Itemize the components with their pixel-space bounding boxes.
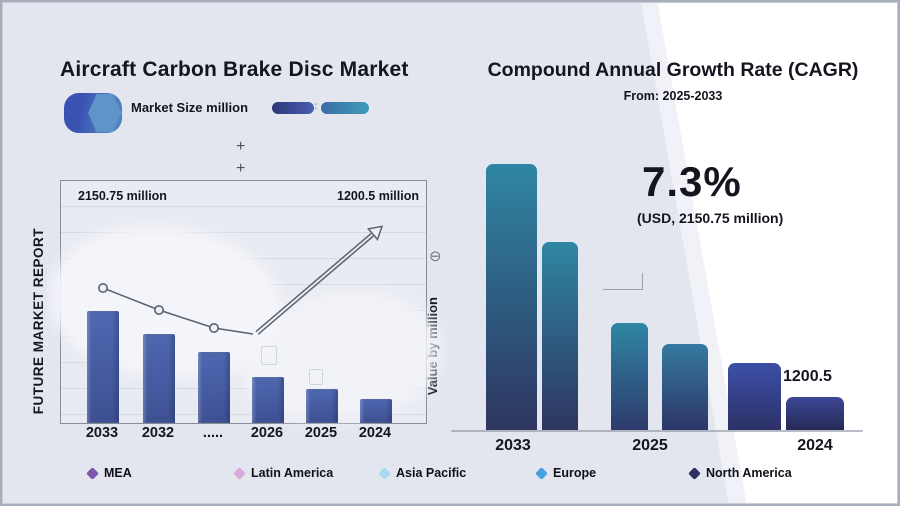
diamond-icon: [535, 466, 548, 480]
legend-item-europe: Europe: [535, 466, 597, 480]
market-bar-2033: [87, 311, 119, 423]
market-bar-2024: [360, 399, 392, 423]
x-label: 2026: [250, 425, 284, 441]
cagr-value: 7.3%: [642, 158, 742, 205]
legend-label: Europe: [553, 466, 597, 480]
market-bar-2026: [252, 377, 284, 423]
faint-document-icon: [309, 369, 323, 385]
legend-label: MEA: [104, 466, 132, 480]
end-value-annotation: 1200.5 million: [337, 189, 419, 203]
legend-item-mea: MEA: [86, 466, 132, 480]
future-market-report-watermark: FUTURE MARKET REPORT: [31, 228, 46, 415]
market-bar-.....: [198, 352, 230, 423]
diamond-icon: [233, 466, 246, 480]
group-label: 2025: [632, 437, 668, 454]
cagr-bar-2024-2: [786, 397, 844, 430]
plus-icon: +: [236, 138, 246, 155]
legend-label: Asia Pacific: [396, 466, 467, 480]
region-legend: MEA Latin America Asia Pacific Europe North …: [0, 466, 900, 486]
start-value-annotation: 2150.75 million: [78, 189, 167, 203]
page-title: Aircraft Carbon Brake Disc Market: [60, 58, 409, 81]
market-bar-2032: [143, 334, 175, 423]
x-label: 2025: [304, 425, 338, 441]
legend-item-north-america: North America: [688, 466, 792, 480]
x-label: 2032: [141, 425, 175, 441]
cagr-bar-2033-1: [486, 164, 537, 430]
legend-item-asia-pacific: Asia Pacific: [378, 466, 467, 480]
cagr-subtitle: From: 2025-2033: [623, 89, 723, 103]
gradient-pill-left: [272, 102, 314, 114]
market-size-chart: 2150.75 million 1200.5 million: [51, 180, 441, 424]
diamond-icon: [378, 466, 391, 480]
trend-line-and-arrow: [97, 225, 384, 335]
market-bar-2025: [306, 389, 338, 423]
cagr-bar-chart: 2033 2025 2024: [451, 131, 863, 454]
pill-separator: :: [314, 101, 318, 112]
x-label: .....: [202, 425, 224, 441]
market-size-icon: [64, 93, 122, 133]
x-axis-labels: 2033 2032..... 2026 2025 2024: [60, 425, 425, 443]
end-value-label: 1200.5: [783, 368, 832, 385]
cagr-bar-2025-1: [611, 323, 648, 430]
market-size-label: Market Size million: [131, 100, 249, 115]
x-axis-line: [451, 430, 863, 432]
callout-bracket: [642, 273, 643, 290]
group-label: 2024: [797, 437, 833, 454]
diamond-icon: [86, 466, 99, 480]
diamond-icon: [688, 466, 701, 480]
faint-document-icon: [261, 346, 277, 365]
legend-label: Latin America: [251, 466, 334, 480]
callout-bracket: [603, 289, 643, 290]
group-label: 2033: [495, 437, 531, 454]
legend-label: North America: [706, 466, 792, 480]
cagr-bar-2033-2: [542, 242, 578, 430]
gradient-pill-right: [321, 102, 369, 114]
cagr-bar-2024-1: [728, 363, 781, 430]
x-label: 2033: [85, 425, 119, 441]
x-label: 2024: [358, 425, 392, 441]
cagr-title: Compound Annual Growth Rate (CAGR): [487, 59, 859, 81]
cagr-bar-2025-2: [662, 344, 708, 430]
plus-icon: +: [236, 160, 246, 177]
cagr-detail: (USD, 2150.75 million): [637, 210, 784, 226]
circled-minus-icon: ⊖: [429, 248, 442, 265]
legend-item-latin-america: Latin America: [233, 466, 334, 480]
